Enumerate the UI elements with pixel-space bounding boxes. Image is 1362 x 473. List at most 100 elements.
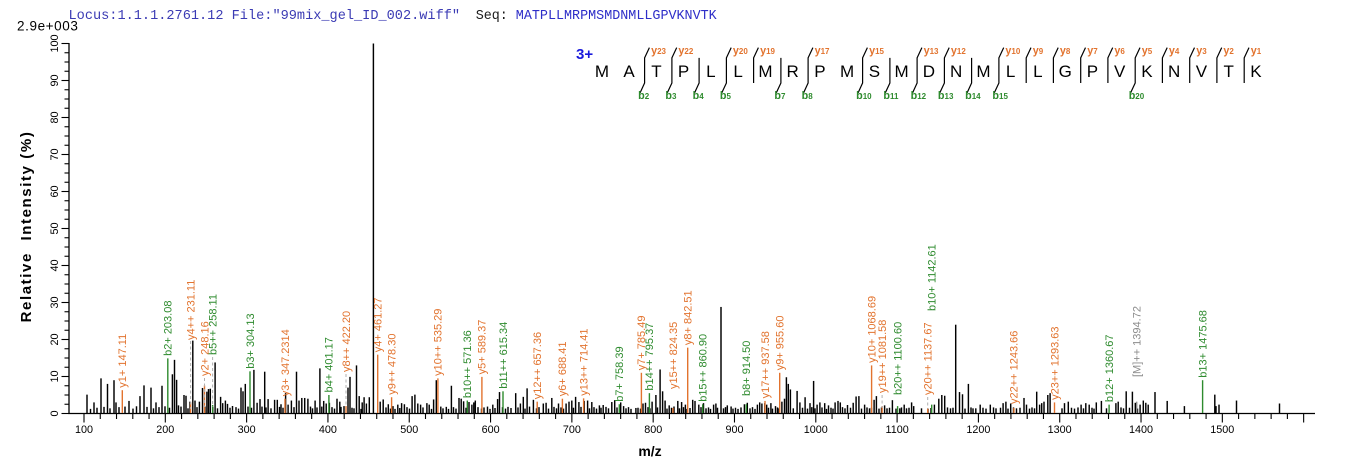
svg-text:b3+ 304.13: b3+ 304.13 xyxy=(245,313,257,368)
svg-text:V: V xyxy=(1196,62,1208,81)
svg-text:y1+ 147.11: y1+ 147.11 xyxy=(117,334,129,388)
svg-text:y4+ 461.27: y4+ 461.27 xyxy=(373,297,385,352)
svg-text:b14++ 795.37: b14++ 795.37 xyxy=(644,323,656,391)
svg-text:y9++ 478.30: y9++ 478.30 xyxy=(386,334,398,395)
svg-text:b2: b2 xyxy=(638,90,650,102)
svg-text:50: 50 xyxy=(49,222,61,234)
svg-text:b10++ 571.36: b10++ 571.36 xyxy=(462,330,474,398)
svg-text:y4++ 231.11: y4++ 231.11 xyxy=(185,280,197,340)
svg-text:y5+ 589.37: y5+ 589.37 xyxy=(477,320,489,375)
svg-text:y13: y13 xyxy=(924,45,939,57)
svg-text:y10+ 1068.69: y10+ 1068.69 xyxy=(866,296,878,363)
svg-text:M: M xyxy=(595,62,609,81)
svg-text:y4: y4 xyxy=(1169,45,1180,57)
svg-text:b3: b3 xyxy=(665,90,677,102)
svg-text:M: M xyxy=(895,62,909,81)
svg-text:b12+ 1360.67: b12+ 1360.67 xyxy=(1104,334,1116,402)
svg-text:y15: y15 xyxy=(869,45,884,57)
svg-text:1300: 1300 xyxy=(1048,424,1072,436)
svg-text:y9: y9 xyxy=(1033,45,1044,57)
svg-text:y10: y10 xyxy=(1005,45,1020,57)
svg-text:200: 200 xyxy=(156,424,174,436)
svg-text:A: A xyxy=(623,62,635,81)
svg-text:K: K xyxy=(1141,62,1153,81)
svg-text:y23++ 1293.63: y23++ 1293.63 xyxy=(1049,326,1061,399)
svg-text:b13+ 1475.68: b13+ 1475.68 xyxy=(1197,310,1209,378)
svg-text:L: L xyxy=(1006,62,1015,81)
svg-text:y15++ 824.35: y15++ 824.35 xyxy=(668,322,680,389)
svg-text:100: 100 xyxy=(75,424,93,436)
svg-text:y12: y12 xyxy=(951,45,966,57)
svg-text:90: 90 xyxy=(49,74,61,86)
svg-text:T: T xyxy=(1224,62,1234,81)
svg-text:60: 60 xyxy=(49,185,61,197)
svg-text:b7: b7 xyxy=(774,90,786,102)
svg-text:y8++ 422.20: y8++ 422.20 xyxy=(341,311,353,372)
svg-text:b11: b11 xyxy=(883,90,899,102)
svg-text:b4+ 401.17: b4+ 401.17 xyxy=(324,337,336,392)
svg-text:y13++ 714.41: y13++ 714.41 xyxy=(578,329,590,396)
svg-text:Relative Intensity (%): Relative Intensity (%) xyxy=(18,131,35,323)
svg-text:y1: y1 xyxy=(1251,45,1262,57)
svg-text:V: V xyxy=(1114,62,1126,81)
svg-text:b11++ 615.34: b11++ 615.34 xyxy=(498,322,510,389)
svg-text:y12++ 657.36: y12++ 657.36 xyxy=(532,332,544,399)
svg-text:b5++ 258.11: b5++ 258.11 xyxy=(207,294,219,355)
svg-text:y3+ 347.2314: y3+ 347.2314 xyxy=(280,329,292,396)
svg-text:2.9e+003: 2.9e+003 xyxy=(17,19,78,34)
svg-text:80: 80 xyxy=(49,111,61,123)
svg-text:b7+ 758.39: b7+ 758.39 xyxy=(614,346,626,401)
svg-text:y5: y5 xyxy=(1142,45,1153,57)
svg-text:300: 300 xyxy=(238,424,256,436)
svg-text:m/z: m/z xyxy=(638,443,661,459)
svg-text:30: 30 xyxy=(49,296,61,308)
svg-text:G: G xyxy=(1059,62,1072,81)
svg-text:10: 10 xyxy=(49,370,61,382)
svg-text:b10+ 1142.61: b10+ 1142.61 xyxy=(927,244,939,311)
svg-text:b4: b4 xyxy=(693,90,705,102)
svg-text:y19++ 1081.58: y19++ 1081.58 xyxy=(877,320,889,393)
svg-text:1500: 1500 xyxy=(1210,424,1234,436)
svg-text:Seq:: Seq: xyxy=(476,9,508,24)
svg-text:0: 0 xyxy=(49,410,61,416)
svg-text:N: N xyxy=(950,62,962,81)
svg-text:b8: b8 xyxy=(802,90,814,102)
svg-text:D: D xyxy=(923,62,935,81)
svg-text:M: M xyxy=(976,62,990,81)
svg-text:M: M xyxy=(840,62,854,81)
svg-text:P: P xyxy=(1087,62,1098,81)
svg-text:70: 70 xyxy=(49,148,61,160)
svg-text:y20: y20 xyxy=(733,45,748,57)
svg-text:800: 800 xyxy=(644,424,662,436)
svg-text:T: T xyxy=(651,62,661,81)
svg-text:y23: y23 xyxy=(651,45,666,57)
svg-text:b20: b20 xyxy=(1129,90,1145,102)
svg-text:y2: y2 xyxy=(1223,45,1234,57)
svg-text:y20++ 1137.67: y20++ 1137.67 xyxy=(923,322,935,395)
svg-text:b20++ 1100.60: b20++ 1100.60 xyxy=(892,322,904,395)
svg-text:y17++ 937.58: y17++ 937.58 xyxy=(760,331,772,398)
svg-text:b8+ 914.50: b8+ 914.50 xyxy=(741,341,753,396)
svg-text:y22++ 1243.66: y22++ 1243.66 xyxy=(1009,331,1021,404)
svg-text:500: 500 xyxy=(400,424,418,436)
svg-text:P: P xyxy=(814,62,825,81)
svg-text:L: L xyxy=(1033,62,1042,81)
svg-text:y6+ 688.41: y6+ 688.41 xyxy=(557,341,569,396)
svg-text:Locus:1.1.1.2761.12 File:"99mi: Locus:1.1.1.2761.12 File:"99mix_gel_ID_0… xyxy=(69,9,461,24)
svg-text:y3: y3 xyxy=(1196,45,1207,57)
svg-text:b5: b5 xyxy=(720,90,732,102)
svg-text:L: L xyxy=(706,62,715,81)
svg-text:y7: y7 xyxy=(1087,45,1098,57)
svg-text:y2+ 248.16: y2+ 248.16 xyxy=(199,321,211,376)
svg-text:600: 600 xyxy=(482,424,500,436)
svg-text:700: 700 xyxy=(563,424,581,436)
svg-text:y8: y8 xyxy=(1060,45,1071,57)
svg-text:b13: b13 xyxy=(938,90,954,102)
svg-text:b10: b10 xyxy=(856,90,872,102)
svg-text:K: K xyxy=(1250,62,1262,81)
svg-text:y22: y22 xyxy=(678,45,693,57)
svg-text:1200: 1200 xyxy=(966,424,990,436)
svg-text:P: P xyxy=(678,62,689,81)
svg-text:900: 900 xyxy=(725,424,743,436)
svg-text:R: R xyxy=(786,62,798,81)
